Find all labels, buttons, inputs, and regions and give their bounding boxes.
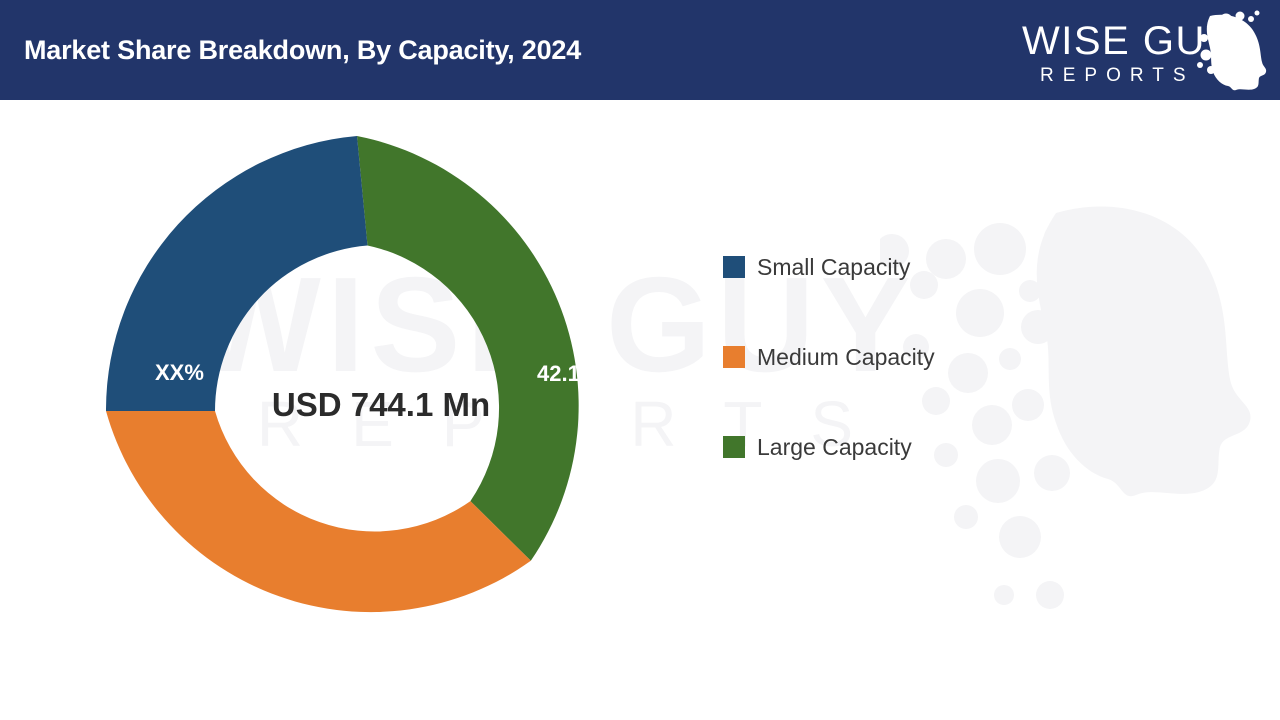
- donut-slice-small-capacity[interactable]: [106, 136, 368, 411]
- slice-label-small-capacity: XX%: [155, 360, 204, 385]
- page-title: Market Share Breakdown, By Capacity, 202…: [24, 35, 582, 65]
- legend-swatch-medium-capacity: [723, 346, 745, 368]
- legend-label-medium-capacity: Medium Capacity: [757, 344, 935, 370]
- legend-label-small-capacity: Small Capacity: [757, 254, 911, 280]
- legend-swatch-large-capacity: [723, 436, 745, 458]
- donut-slice-large-capacity[interactable]: [357, 136, 579, 561]
- legend-label-large-capacity: Large Capacity: [757, 434, 912, 460]
- chart-legend: Small Capacity Medium Capacity Large Cap…: [723, 255, 1123, 525]
- slice-label-large-capacity: 42.1%: [537, 361, 600, 386]
- logo-wordmark-line2: REPORTS: [1040, 65, 1195, 86]
- wiseguy-logo-svg: WISE GUY REPORTS: [1022, 10, 1267, 91]
- donut-chart: [106, 125, 656, 675]
- logo-wordmark-line1: WISE GUY: [1022, 19, 1234, 63]
- donut-chart-svg: [106, 136, 579, 613]
- slice-label-medium-capacity: XX%: [266, 715, 315, 720]
- donut-slice-medium-capacity[interactable]: [106, 411, 531, 613]
- logo-head-icon: [1197, 10, 1267, 91]
- legend-item-medium-capacity[interactable]: Medium Capacity: [723, 345, 1123, 369]
- legend-item-large-capacity[interactable]: Large Capacity: [723, 435, 1123, 459]
- donut-center-value: USD 744.1 Mn: [271, 386, 491, 423]
- header-bar: Market Share Breakdown, By Capacity, 202…: [0, 0, 1280, 100]
- legend-swatch-small-capacity: [723, 256, 745, 278]
- legend-item-small-capacity[interactable]: Small Capacity: [723, 255, 1123, 279]
- brand-logo: WISE GUY REPORTS: [1014, 8, 1274, 92]
- chart-canvas: WISE GUY REPORTS: [0, 100, 1280, 720]
